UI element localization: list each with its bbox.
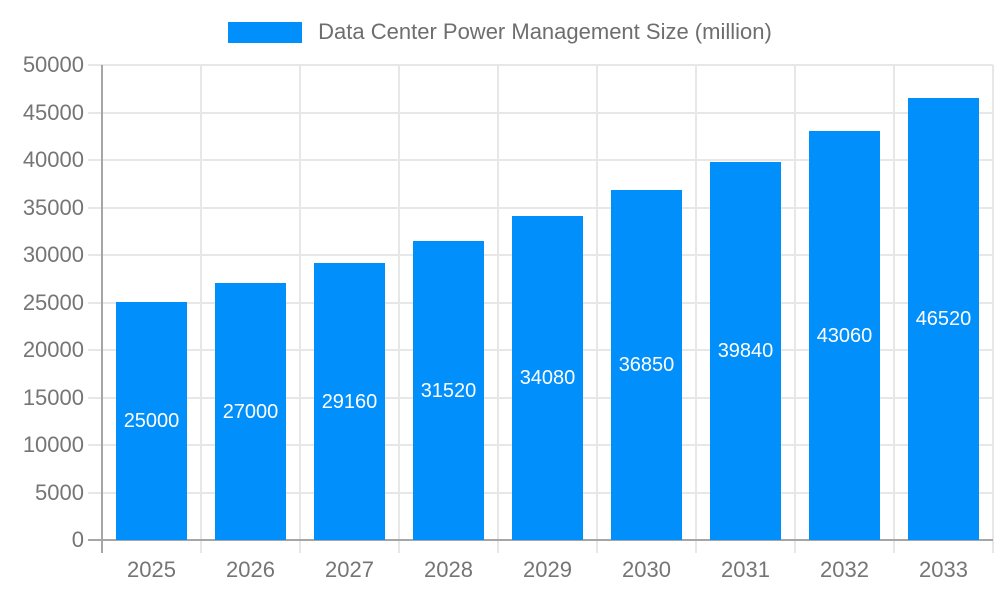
gridline	[695, 65, 697, 553]
plot-area: 0 5000 10000 15000 20000 25000 30000 35000 40000…	[23, 52, 994, 582]
gridline	[88, 112, 993, 114]
bar-value-label: 43060	[816, 325, 873, 347]
y-axis-tick-label: 10000	[22, 432, 84, 457]
x-axis-tick-label: 2031	[721, 557, 770, 582]
x-axis-tick-label: 2028	[424, 557, 473, 582]
bar-value-label: 36850	[618, 354, 675, 376]
gridline	[497, 65, 499, 553]
bar[interactable]: 29160	[314, 263, 385, 540]
bar-value-label: 27000	[222, 401, 279, 423]
bar-value-label: 39840	[717, 340, 774, 362]
bar[interactable]: 27000	[215, 283, 286, 540]
y-axis-tick-label: 50000	[22, 52, 84, 77]
y-axis-tick-label: 20000	[22, 337, 84, 362]
gridline	[88, 207, 993, 209]
bar[interactable]: 46520	[908, 98, 979, 540]
y-axis-tick-label: 45000	[22, 100, 84, 125]
gridline	[88, 159, 993, 161]
y-axis-tick-label: 40000	[22, 147, 84, 172]
x-axis-tick-label: 2030	[622, 557, 671, 582]
bar[interactable]: 34080	[512, 216, 583, 540]
y-axis-line	[101, 65, 103, 553]
gridline	[398, 65, 400, 553]
y-axis-tick-label: 0	[71, 527, 84, 552]
x-axis-line	[88, 539, 993, 541]
y-axis-tick-label: 25000	[22, 290, 84, 315]
legend-swatch	[228, 21, 303, 43]
bar-value-label: 29160	[321, 391, 378, 413]
bar-value-label: 34080	[519, 367, 576, 389]
legend[interactable]: Data Center Power Management Size (milli…	[0, 16, 1000, 48]
x-axis-tick-label: 2027	[325, 557, 374, 582]
bar[interactable]: 36850	[611, 190, 682, 540]
bar-value-label: 46520	[915, 308, 972, 330]
bar[interactable]: 39840	[710, 162, 781, 540]
x-axis-tick-label: 2032	[820, 557, 869, 582]
bar-value-label: 31520	[420, 380, 477, 402]
x-axis-tick-label: 2029	[523, 557, 572, 582]
gridline	[992, 65, 994, 553]
y-axis-tick-label: 15000	[22, 385, 84, 410]
gridline	[299, 65, 301, 553]
gridline	[794, 65, 796, 553]
bar[interactable]: 25000	[116, 302, 187, 540]
y-axis-tick-label: 5000	[35, 480, 84, 505]
x-axis-tick-label: 2025	[127, 557, 176, 582]
gridline	[596, 65, 598, 553]
y-axis-tick-label: 35000	[22, 195, 84, 220]
y-axis-tick-label: 30000	[22, 242, 84, 267]
gridline	[893, 65, 895, 553]
x-axis-tick-label: 2026	[226, 557, 275, 582]
gridline	[88, 64, 993, 66]
bar-value-label: 25000	[123, 410, 180, 432]
gridline	[200, 65, 202, 553]
bar[interactable]: 43060	[809, 131, 880, 540]
x-axis-tick-label: 2033	[919, 557, 968, 582]
bar[interactable]: 31520	[413, 241, 484, 540]
legend-label: Data Center Power Management Size (milli…	[318, 19, 772, 44]
